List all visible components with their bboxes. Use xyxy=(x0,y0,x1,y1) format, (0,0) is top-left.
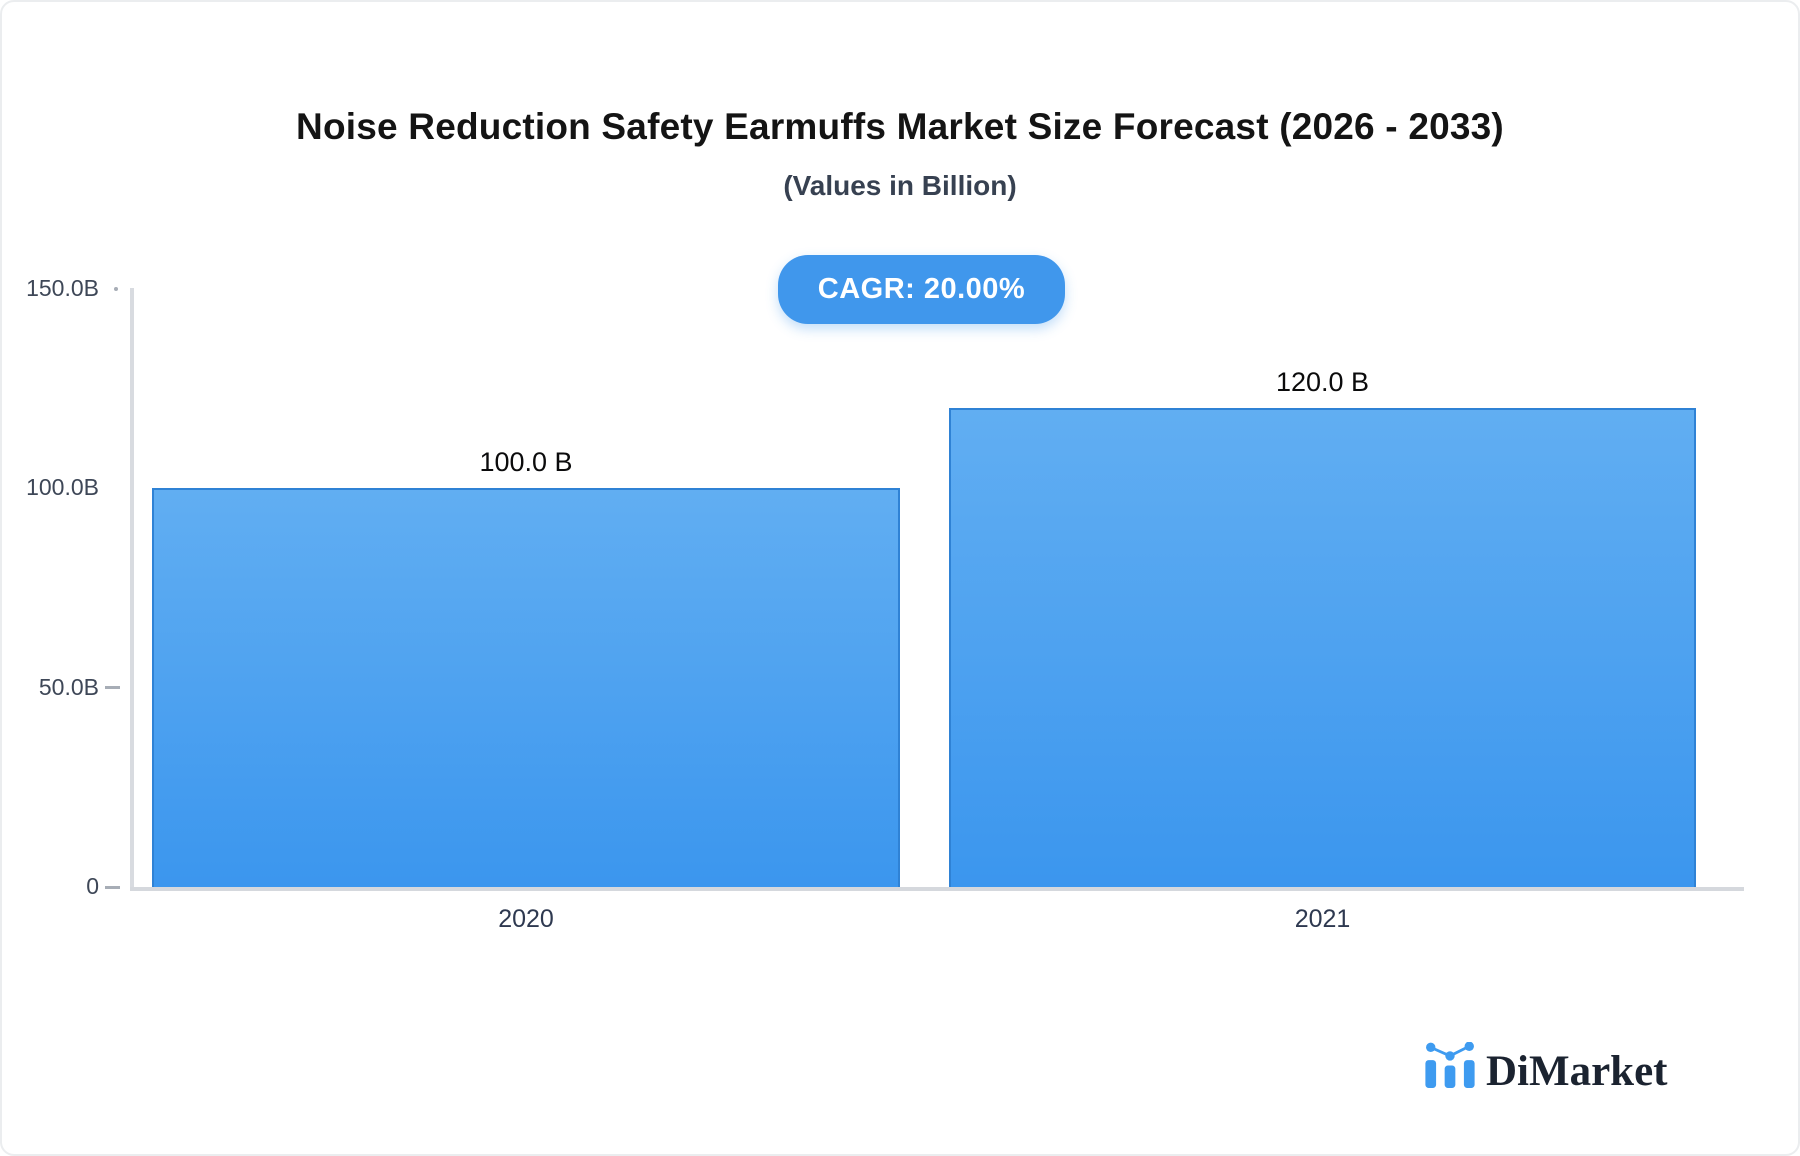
mini-bar-chart-icon xyxy=(1425,1041,1475,1093)
y-axis-tick-mark xyxy=(105,885,120,889)
chart-title: Noise Reduction Safety Earmuffs Market S… xyxy=(296,106,1504,147)
cagr-badge: CAGR: 20.00% xyxy=(778,255,1065,324)
y-axis-tick-label: 50.0B xyxy=(38,673,99,700)
x-axis-label: 2020 xyxy=(498,905,554,933)
x-axis-line xyxy=(130,887,1744,891)
y-axis-tick-label: 150.0B xyxy=(26,274,99,301)
y-axis-line xyxy=(130,288,134,891)
y-axis-tick-mark xyxy=(105,686,120,689)
x-axis-label: 2021 xyxy=(1294,905,1351,933)
y-axis-tick-label: 0 xyxy=(86,873,99,899)
chart-subtitle: (Values in Billion) xyxy=(783,170,1017,201)
y-axis-tick-mark xyxy=(114,286,118,291)
dimarket-logo-text: DiMarket xyxy=(1486,1048,1668,1095)
y-axis-tick-label: 100.0B xyxy=(26,474,99,500)
bar-value-label: 100.0 B xyxy=(479,447,573,477)
cagr-badge-label: CAGR: 20.00% xyxy=(817,273,1026,305)
bar-value-label: 120.0 B xyxy=(1275,367,1370,398)
bar-2021 xyxy=(949,408,1696,887)
dimarket-logo: DiMarket xyxy=(1425,1041,1668,1095)
bar-2020 xyxy=(152,488,900,887)
